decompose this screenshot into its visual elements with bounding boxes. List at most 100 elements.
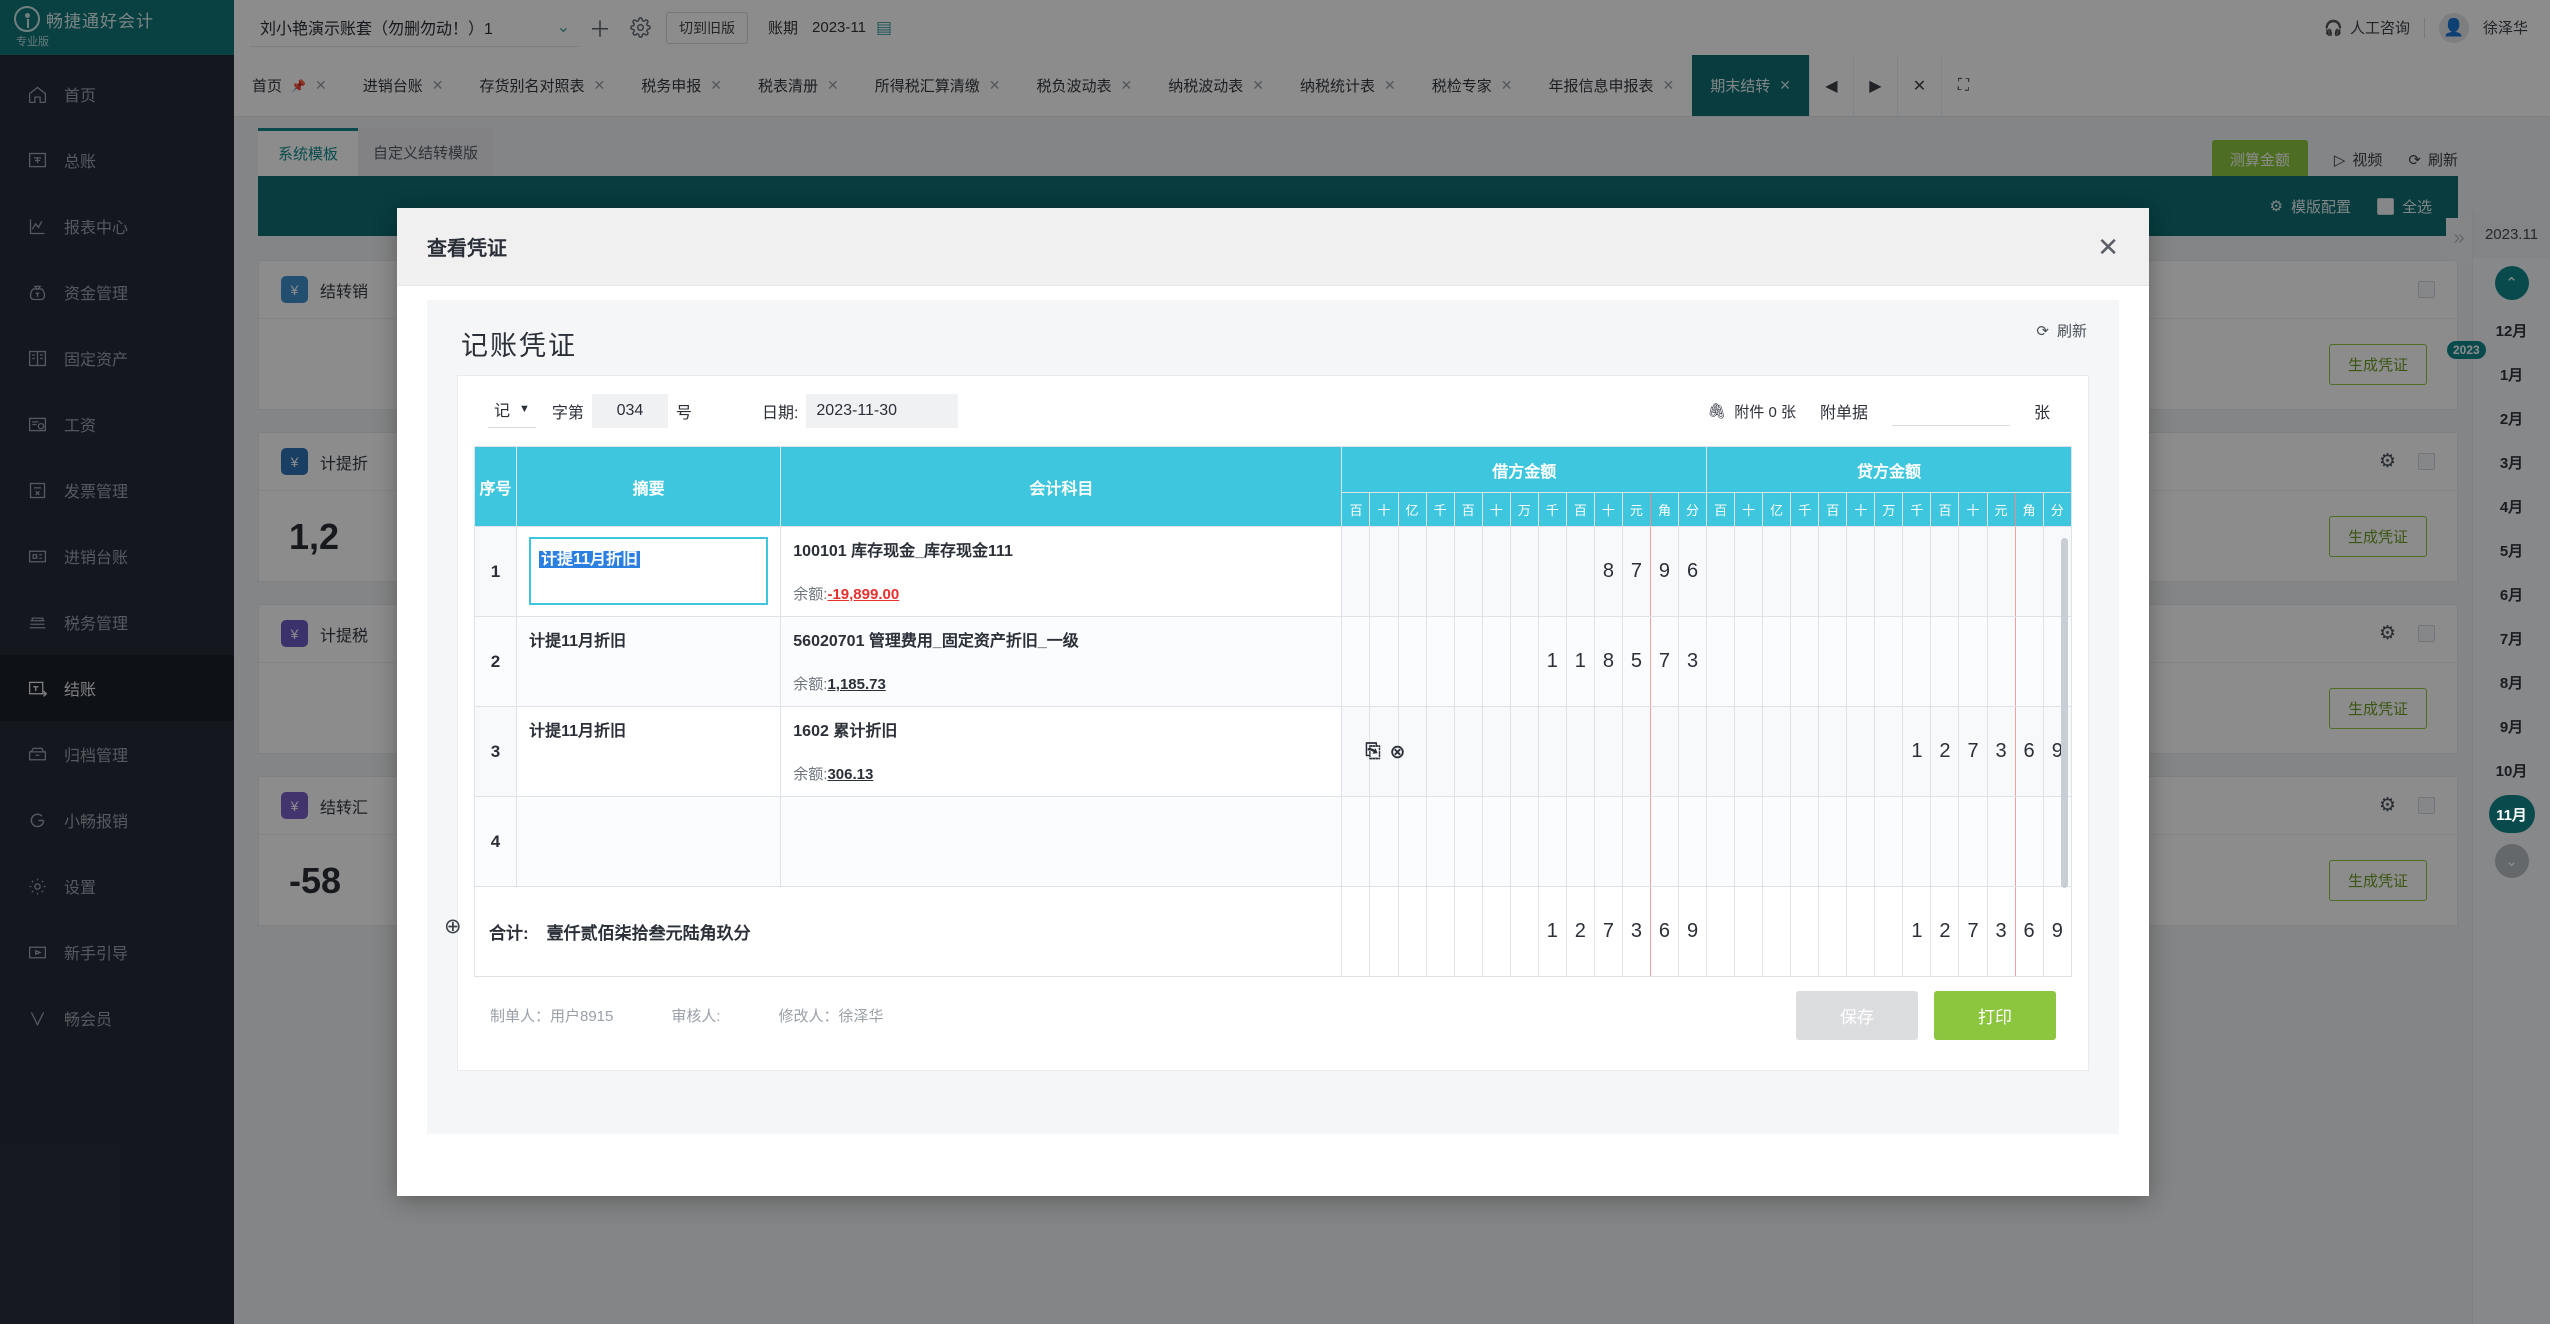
debit-digit-1[interactable] <box>1369 796 1399 887</box>
credit-digit-4[interactable] <box>1818 526 1848 617</box>
total-debit-digit-3[interactable] <box>1425 886 1455 977</box>
credit-digit-11[interactable] <box>2014 796 2044 887</box>
voucher-refresh-button[interactable]: ⟳ 刷新 <box>2036 320 2087 341</box>
total-debit-digit-1[interactable] <box>1369 886 1399 977</box>
sidebar-item-4[interactable]: 固定资产 <box>0 325 234 391</box>
rail-month-3月[interactable]: 3月 <box>2473 440 2550 484</box>
row-abstract[interactable] <box>516 796 782 887</box>
debit-digit-6[interactable] <box>1509 706 1539 797</box>
debit-digit-5[interactable] <box>1481 616 1511 707</box>
credit-digit-0[interactable] <box>1706 616 1736 707</box>
template-tab-1[interactable]: 自定义结转模版 <box>358 128 493 176</box>
plus-icon[interactable]: ＋ <box>588 16 611 42</box>
tab-11[interactable]: 期末结转 ✕ <box>1692 55 1809 116</box>
user-avatar-icon[interactable]: 👤 <box>2438 12 2469 43</box>
vertical-scrollbar[interactable] <box>2061 538 2068 888</box>
credit-digit-11[interactable]: 6 <box>2014 706 2044 797</box>
arrow-right-icon[interactable]: ▶ <box>1852 55 1897 116</box>
debit-digit-5[interactable] <box>1481 796 1511 887</box>
credit-digit-8[interactable]: 2 <box>1930 706 1960 797</box>
credit-digit-4[interactable] <box>1818 796 1848 887</box>
credit-digit-9[interactable]: 7 <box>1958 706 1988 797</box>
tab-6[interactable]: 税负波动表 ✕ <box>1018 55 1150 116</box>
debit-digit-3[interactable] <box>1425 796 1455 887</box>
debit-digit-10[interactable] <box>1621 796 1651 887</box>
save-button[interactable]: 保存 <box>1796 991 1918 1040</box>
template-tab-0[interactable]: 系统模板 <box>258 128 358 176</box>
debit-digit-12[interactable] <box>1677 796 1708 887</box>
debit-digit-11[interactable]: 7 <box>1649 616 1680 707</box>
card-checkbox[interactable] <box>2418 625 2435 642</box>
credit-digit-9[interactable] <box>1958 796 1988 887</box>
debit-digit-8[interactable] <box>1565 526 1595 617</box>
debit-digit-7[interactable]: 1 <box>1537 616 1567 707</box>
debit-digit-1[interactable] <box>1369 706 1399 797</box>
debit-digit-7[interactable] <box>1537 526 1567 617</box>
tab-close-icon[interactable]: ✕ <box>1662 77 1675 93</box>
debit-digit-6[interactable] <box>1509 796 1539 887</box>
credit-digit-0[interactable] <box>1706 796 1736 887</box>
credit-digit-6[interactable] <box>1874 796 1904 887</box>
rail-month-6月[interactable]: 6月 <box>2473 572 2550 616</box>
total-credit-digit-7[interactable]: 1 <box>1902 886 1932 977</box>
credit-digit-11[interactable] <box>2014 616 2044 707</box>
credit-digit-8[interactable] <box>1930 526 1960 617</box>
video-link[interactable]: ▷ 视频 <box>2334 149 2383 170</box>
debit-digit-2[interactable] <box>1397 796 1427 887</box>
rail-month-9月[interactable]: 9月 <box>2473 704 2550 748</box>
debit-digit-9[interactable] <box>1593 706 1623 797</box>
sidebar-item-5[interactable]: 工资 <box>0 391 234 457</box>
generate-voucher-button[interactable]: 生成凭证 <box>2328 688 2427 729</box>
tab-close-icon[interactable]: ✕ <box>826 77 839 93</box>
total-debit-digit-0[interactable] <box>1341 886 1371 977</box>
tab-close-icon[interactable]: ✕ <box>1383 77 1396 93</box>
credit-digit-1[interactable] <box>1734 526 1764 617</box>
credit-digit-10[interactable] <box>1986 616 2016 707</box>
sidebar-item-14[interactable]: 畅会员 <box>0 985 234 1051</box>
rail-month-5月[interactable]: 5月 <box>2473 528 2550 572</box>
debit-digit-9[interactable]: 8 <box>1593 526 1623 617</box>
tab-close-icon[interactable]: ✕ <box>431 77 444 93</box>
debit-digit-8[interactable] <box>1565 796 1595 887</box>
debit-digit-8[interactable] <box>1565 706 1595 797</box>
debit-digit-3[interactable] <box>1425 706 1455 797</box>
rail-month-11月[interactable]: 11月 <box>2473 792 2550 836</box>
total-debit-digit-4[interactable] <box>1453 886 1483 977</box>
debit-digit-3[interactable] <box>1425 526 1455 617</box>
bill-count-input[interactable] <box>1891 396 2010 426</box>
debit-digit-12[interactable]: 3 <box>1677 616 1708 707</box>
total-debit-digit-9[interactable]: 7 <box>1593 886 1623 977</box>
debit-digit-10[interactable] <box>1621 706 1651 797</box>
close-icon[interactable]: ✕ <box>2097 231 2119 262</box>
voucher-number-input[interactable] <box>591 394 668 428</box>
card-checkbox[interactable] <box>2418 453 2435 470</box>
total-credit-digit-8[interactable]: 2 <box>1930 886 1960 977</box>
debit-digit-6[interactable] <box>1509 526 1539 617</box>
sidebar-item-11[interactable]: 小畅报销 <box>0 787 234 853</box>
credit-digit-3[interactable] <box>1790 706 1820 797</box>
credit-digit-6[interactable] <box>1874 526 1904 617</box>
debit-digit-11[interactable] <box>1649 796 1680 887</box>
credit-digit-3[interactable] <box>1790 616 1820 707</box>
template-config-button[interactable]: ⚙ 模版配置 <box>2270 196 2351 217</box>
credit-digit-10[interactable] <box>1986 796 2016 887</box>
debit-digit-2[interactable] <box>1397 616 1427 707</box>
gear-icon[interactable]: ⚙ <box>2378 623 2396 644</box>
debit-digit-10[interactable]: 7 <box>1621 526 1651 617</box>
calc-amount-button[interactable]: 测算金额 <box>2211 140 2308 179</box>
gear-icon[interactable]: ⚙ <box>2378 795 2396 816</box>
sidebar-item-10[interactable]: 归档管理 <box>0 721 234 787</box>
tab-5[interactable]: 所得税汇算清缴 ✕ <box>857 55 1019 116</box>
credit-digit-3[interactable] <box>1790 526 1820 617</box>
print-button[interactable]: 打印 <box>1934 991 2056 1040</box>
tab-close-icon[interactable]: ✕ <box>710 77 722 93</box>
voucher-kind-select[interactable]: 记 ▼ <box>488 394 536 428</box>
generate-voucher-button[interactable]: 生成凭证 <box>2328 516 2427 557</box>
debit-digit-6[interactable] <box>1509 616 1539 707</box>
total-credit-digit-12[interactable]: 9 <box>2042 886 2073 977</box>
generate-voucher-button[interactable]: 生成凭证 <box>2328 344 2427 385</box>
debit-digit-9[interactable]: 8 <box>1593 616 1623 707</box>
copy-row-icon[interactable]: ⎘ <box>1365 740 1381 762</box>
total-debit-digit-8[interactable]: 2 <box>1565 886 1595 977</box>
debit-digit-0[interactable] <box>1341 706 1371 797</box>
